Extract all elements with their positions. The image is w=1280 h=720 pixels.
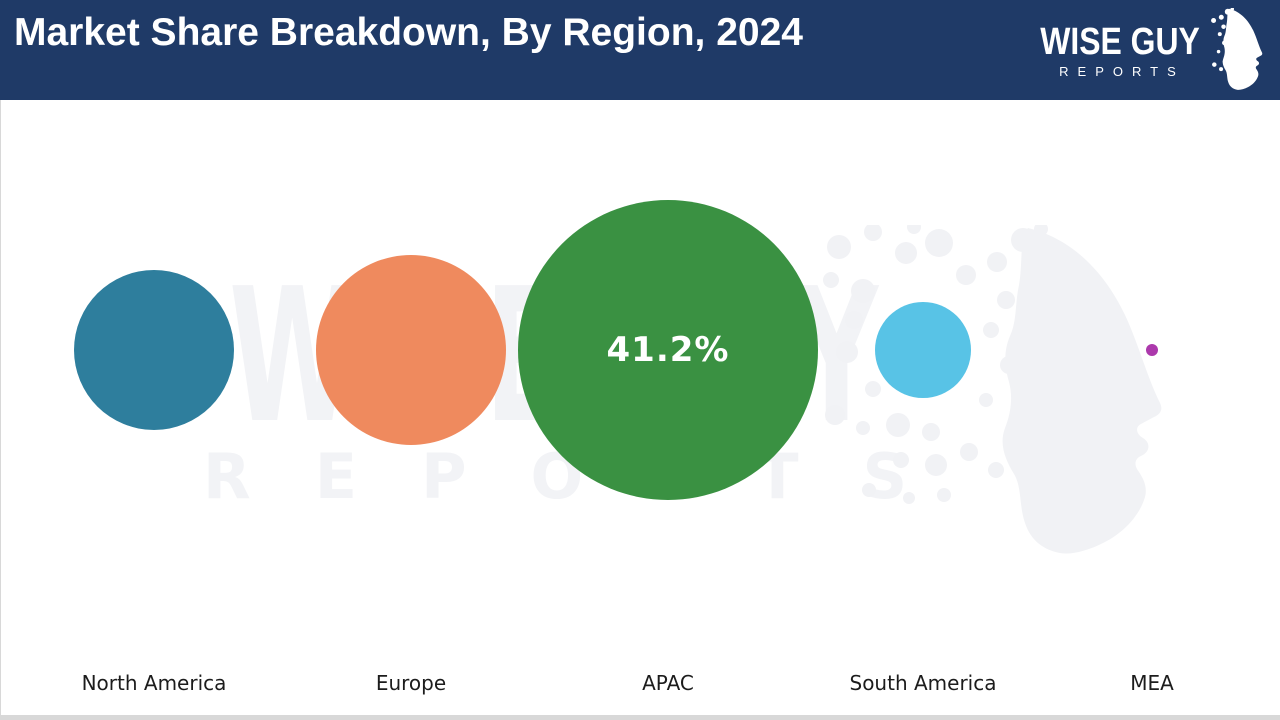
header-bar: Market Share Breakdown, By Region, 2024 … [0, 0, 1280, 100]
logo-wordmark: WISE GUY REPORTS [1025, 21, 1215, 79]
logo-face-icon [1211, 8, 1263, 90]
wise-guy-logo: WISE GUY REPORTS [1025, 5, 1266, 97]
bubble-south-america [875, 302, 971, 398]
category-label-north-america: North America [81, 671, 227, 695]
watermark-wordmark-line2: REPORTS [203, 440, 971, 513]
logo-title-text: WISE GUY [1040, 21, 1200, 64]
bubble-value-label-apac: 41.2% [606, 330, 730, 370]
bubble-mea [1146, 344, 1158, 356]
watermark-face-shape [823, 225, 1162, 554]
category-label-apac: APAC [642, 671, 694, 695]
logo-subtitle-text: REPORTS [1059, 63, 1185, 79]
bubble-chart: WISE GUY REPORTS [0, 100, 1280, 720]
watermark-face-icon [823, 225, 1162, 554]
bubble-europe [316, 255, 506, 445]
bubble-north-america [74, 270, 234, 430]
bubble-apac: 41.2% [518, 200, 818, 500]
footer-strip [1, 715, 1280, 720]
category-label-europe: Europe [375, 671, 447, 695]
logo-face-shape [1211, 8, 1263, 90]
page-title: Market Share Breakdown, By Region, 2024 [14, 11, 803, 54]
category-label-mea: MEA [1130, 671, 1174, 695]
category-label-south-america: South America [849, 671, 997, 695]
